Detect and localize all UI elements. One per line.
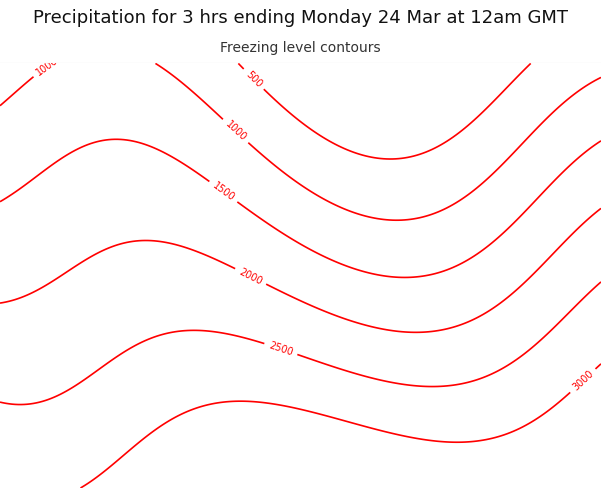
Text: 1000: 1000 — [223, 119, 248, 143]
Text: Freezing level contours: Freezing level contours — [220, 41, 381, 55]
Text: 2500: 2500 — [267, 340, 294, 358]
Text: 1000: 1000 — [34, 55, 60, 78]
Text: 2000: 2000 — [237, 266, 264, 286]
Text: 3000: 3000 — [570, 369, 595, 393]
Text: Precipitation for 3 hrs ending Monday 24 Mar at 12am GMT: Precipitation for 3 hrs ending Monday 24… — [33, 9, 568, 27]
Text: 1500: 1500 — [210, 181, 236, 203]
Text: 500: 500 — [243, 69, 264, 89]
